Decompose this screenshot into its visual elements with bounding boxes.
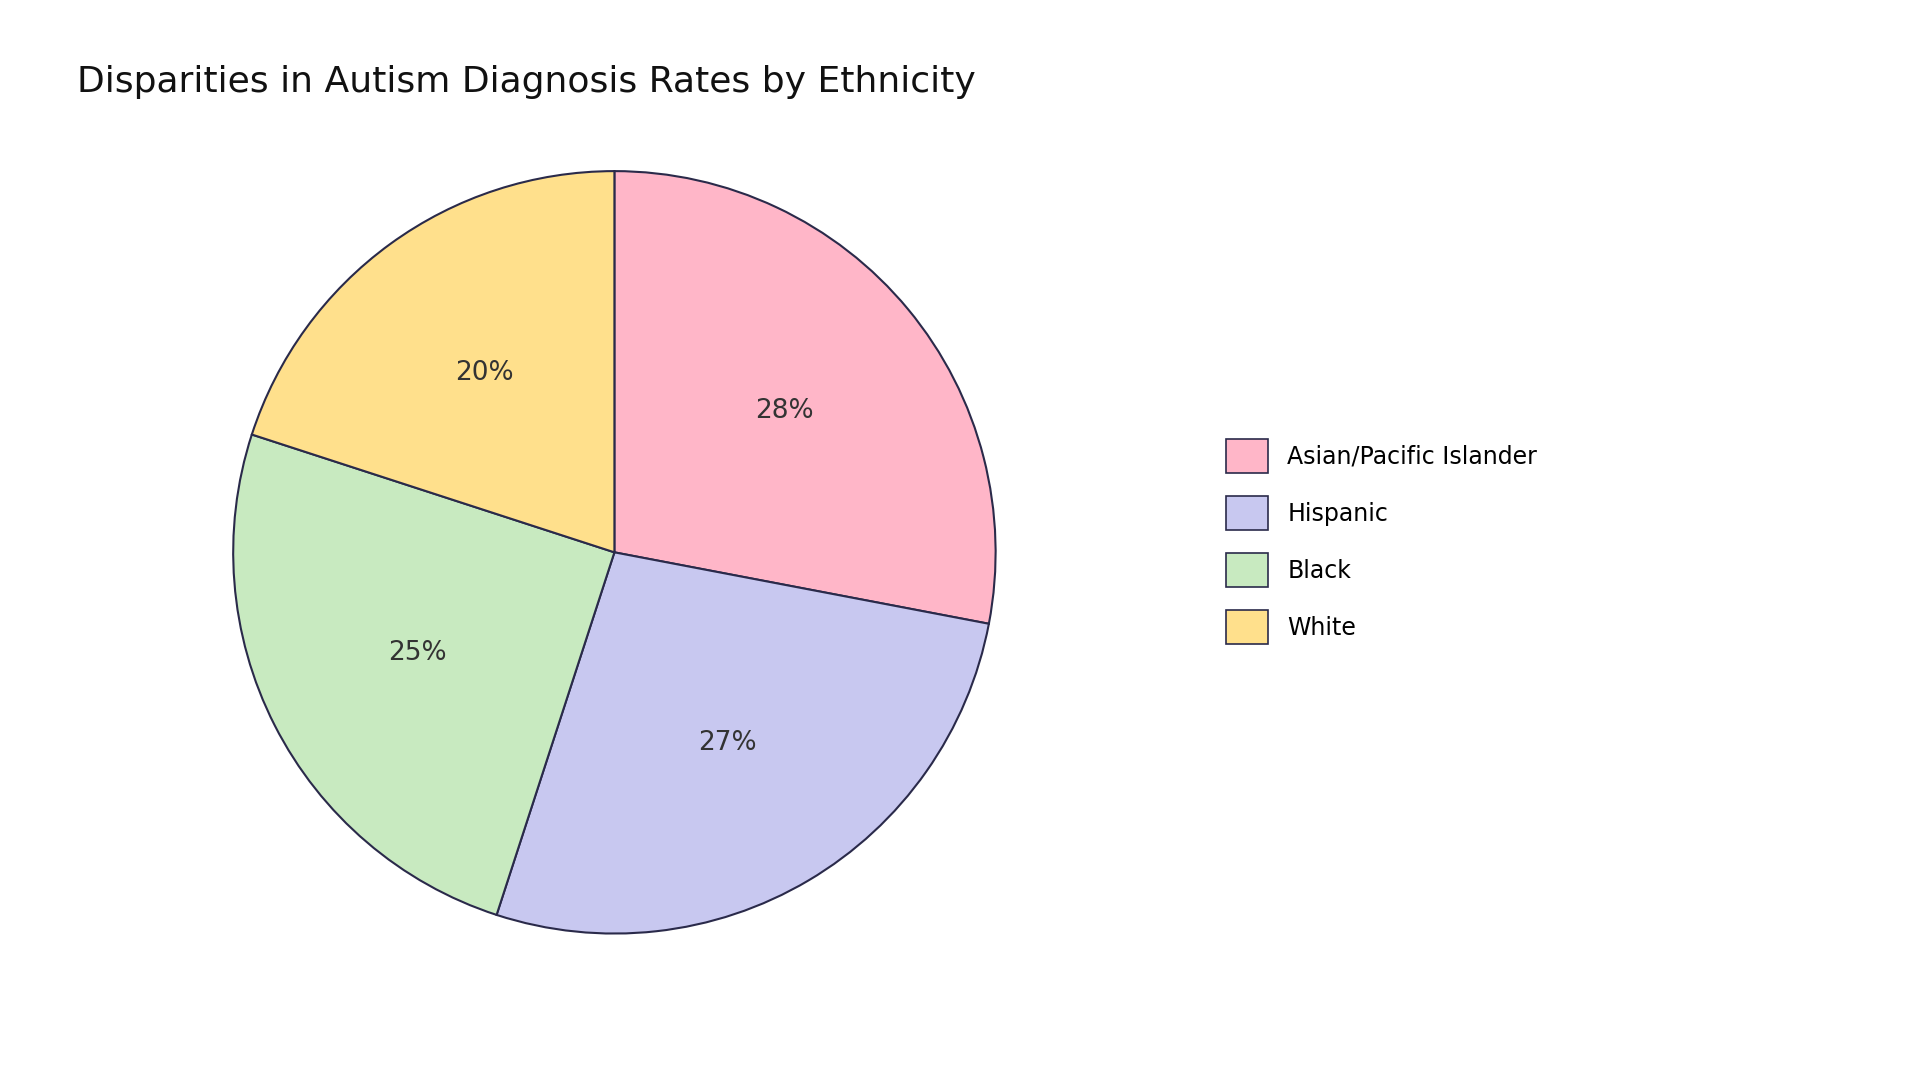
Wedge shape	[252, 171, 614, 552]
Text: 25%: 25%	[388, 640, 447, 666]
Legend: Asian/Pacific Islander, Hispanic, Black, White: Asian/Pacific Islander, Hispanic, Black,…	[1202, 416, 1561, 667]
Text: 20%: 20%	[455, 361, 515, 387]
Wedge shape	[232, 434, 614, 915]
Text: 27%: 27%	[697, 730, 756, 756]
Text: Disparities in Autism Diagnosis Rates by Ethnicity: Disparities in Autism Diagnosis Rates by…	[77, 65, 975, 99]
Wedge shape	[614, 171, 996, 624]
Text: 28%: 28%	[755, 399, 814, 425]
Wedge shape	[497, 552, 989, 934]
